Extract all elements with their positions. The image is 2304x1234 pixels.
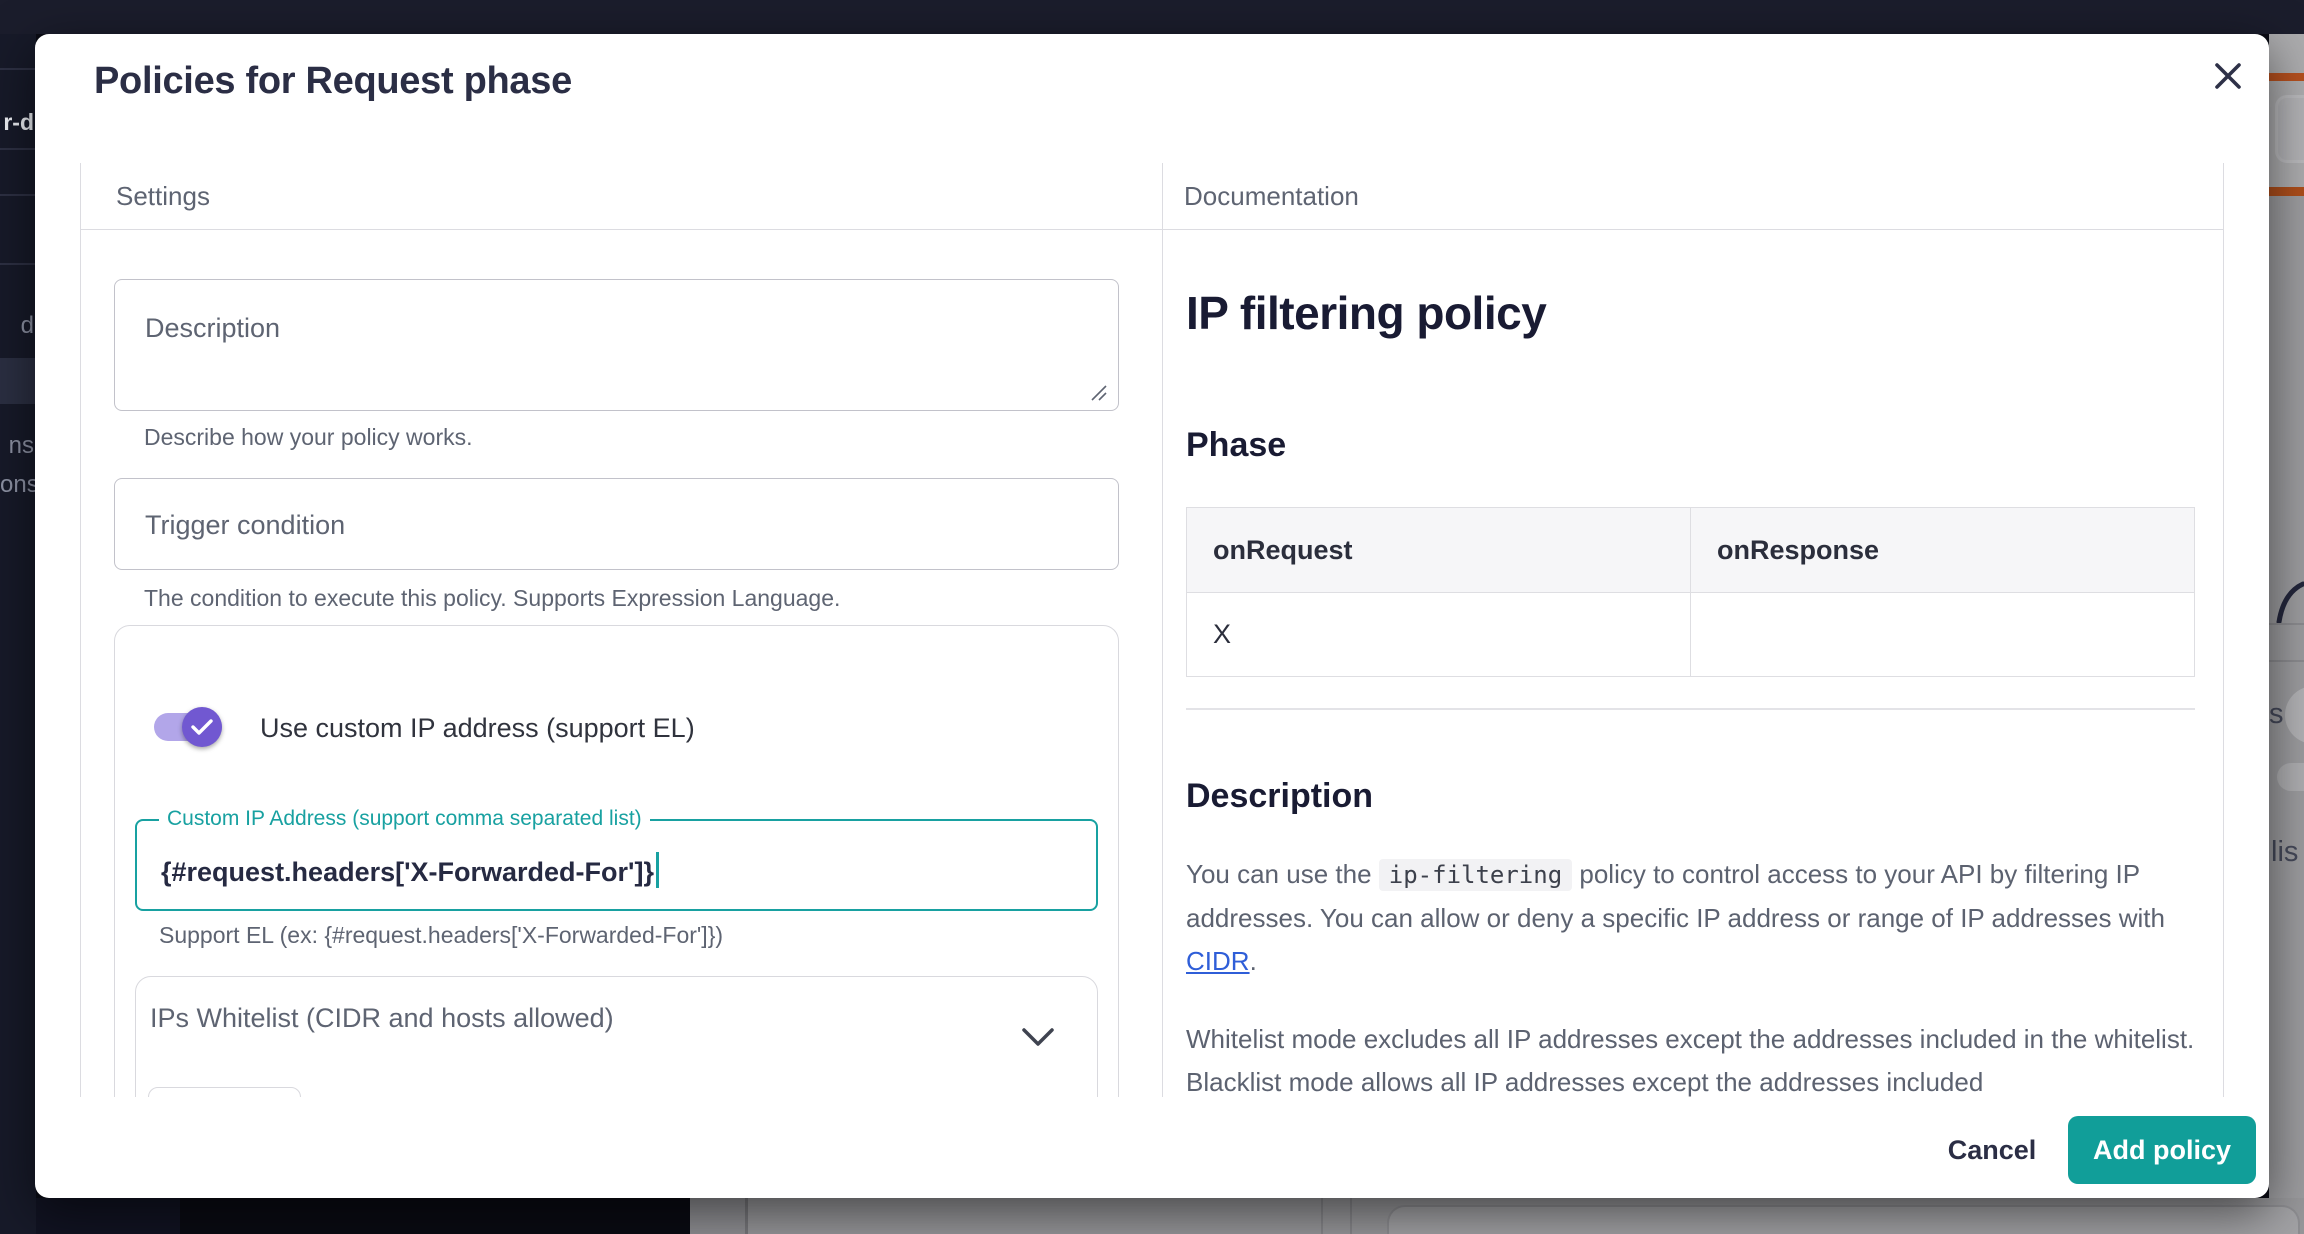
- background-line: [2269, 660, 2304, 662]
- close-icon: [2215, 63, 2241, 89]
- documentation-content[interactable]: IP filtering policy Phase onRequest onRe…: [1163, 230, 2223, 1097]
- phase-table-header-cell: onRequest: [1186, 507, 1691, 593]
- sidebar-divider: [0, 194, 36, 196]
- settings-content[interactable]: Description Describe how your policy wor…: [81, 230, 1162, 1097]
- dialog-title: Policies for Request phase: [94, 60, 572, 102]
- trigger-placeholder: Trigger condition: [145, 510, 346, 540]
- orange-accent-line: [2269, 187, 2304, 196]
- background-block: [690, 1198, 745, 1234]
- phase-table-header-cell: onResponse: [1690, 507, 2195, 593]
- documentation-panel: Documentation IP filtering policy Phase …: [1163, 163, 2224, 1097]
- custom-ip-card: Use custom IP address (support EL) Custo…: [114, 625, 1119, 1097]
- background-card-fragment: [1387, 1205, 2300, 1234]
- background-line: [745, 1198, 748, 1234]
- documentation-header: Documentation: [1163, 163, 2223, 230]
- resize-handle-icon[interactable]: [1090, 384, 1108, 402]
- orange-accent-line: [2269, 73, 2304, 81]
- background-line: [1321, 1198, 1323, 1234]
- background-text-fragment: s: [2269, 698, 2284, 730]
- phase-table-cell: X: [1186, 592, 1691, 677]
- description-helper: Describe how your policy works.: [144, 424, 473, 450]
- settings-header-label: Settings: [116, 181, 210, 211]
- doc-paragraph-2: Whitelist mode excludes all IP addresses…: [1186, 1024, 2195, 1097]
- check-icon: [191, 719, 213, 735]
- sidebar-divider: [0, 263, 36, 265]
- background-card-fragment: [2275, 95, 2304, 163]
- doc-description-heading: Description: [1186, 777, 1374, 815]
- background-circle-fragment: [2285, 686, 2304, 744]
- custom-ip-address-value: {#request.headers['X-Forwarded-For']}: [161, 852, 659, 888]
- doc-divider: [1186, 708, 2195, 710]
- description-placeholder: Description: [145, 313, 281, 343]
- chevron-down-icon[interactable]: [1021, 1027, 1055, 1047]
- settings-header: Settings: [81, 163, 1162, 230]
- background-text-fragment: lis: [2271, 836, 2299, 868]
- phase-table-cell: [1690, 592, 2195, 677]
- cidr-link[interactable]: CIDR: [1186, 946, 1250, 976]
- custom-ip-address-label: Custom IP Address (support comma separat…: [159, 807, 650, 831]
- pencil-icon: [2276, 581, 2304, 625]
- sidebar-item-fragment: d: [20, 312, 34, 339]
- background-line: [1350, 1198, 1352, 1234]
- trigger-condition-input[interactable]: Trigger condition: [114, 478, 1119, 570]
- cancel-button[interactable]: Cancel: [1947, 1134, 2037, 1165]
- background-block: [0, 1198, 36, 1234]
- page-top-bar: [0, 0, 2304, 34]
- background-bottom-strip: [0, 1198, 2304, 1234]
- background-right-panel: s lis: [2269, 34, 2304, 1198]
- trigger-helper: The condition to execute this policy. Su…: [144, 585, 841, 611]
- sidebar-selected-item: [0, 358, 36, 404]
- background-block: [2269, 34, 2304, 73]
- doc-title: IP filtering policy: [1186, 287, 1547, 339]
- background-block: [180, 1198, 690, 1234]
- background-sidebar: r-d d ns ons: [0, 34, 36, 1198]
- description-textarea[interactable]: Description: [114, 279, 1119, 411]
- text-caret: [655, 852, 659, 888]
- background-line: [2269, 623, 2304, 625]
- sidebar-item-fragment: ns: [8, 432, 34, 459]
- custom-ip-address-input[interactable]: Custom IP Address (support comma separat…: [135, 807, 1098, 911]
- doc-phase-heading: Phase: [1186, 426, 1287, 464]
- custom-ip-toggle-thumb[interactable]: [182, 707, 222, 747]
- background-pill-fragment: [2277, 763, 2304, 791]
- custom-ip-toggle-label: Use custom IP address (support EL): [260, 713, 695, 743]
- policies-dialog: Policies for Request phase Settings Desc…: [35, 34, 2269, 1198]
- add-policy-button[interactable]: Add policy: [2068, 1116, 2256, 1184]
- close-button[interactable]: [2206, 54, 2250, 98]
- whitelist-entry-chip[interactable]: [148, 1087, 301, 1097]
- settings-panel: Settings Description Describe how your p…: [80, 163, 1163, 1097]
- ips-whitelist-label: IPs Whitelist (CIDR and hosts allowed): [150, 1003, 614, 1033]
- custom-ip-helper: Support EL (ex: {#request.headers['X-For…: [159, 922, 724, 948]
- ips-whitelist-expander[interactable]: IPs Whitelist (CIDR and hosts allowed): [135, 976, 1098, 1097]
- sidebar-item-fragment: r-d: [3, 109, 34, 135]
- documentation-header-label: Documentation: [1184, 181, 1359, 211]
- sidebar-item-fragment: ons: [0, 471, 36, 498]
- phase-table: onRequest onResponse X: [1186, 507, 2195, 677]
- doc-paragraph-1: You can use the ip-filtering policy to c…: [1186, 859, 2165, 976]
- sidebar-divider: [0, 148, 36, 150]
- code-snippet: ip-filtering: [1378, 859, 1573, 891]
- phase-table-row: X: [1186, 592, 2195, 677]
- background-block: [36, 1198, 180, 1234]
- phase-table-header-row: onRequest onResponse: [1186, 507, 2195, 593]
- sidebar-divider: [0, 68, 36, 70]
